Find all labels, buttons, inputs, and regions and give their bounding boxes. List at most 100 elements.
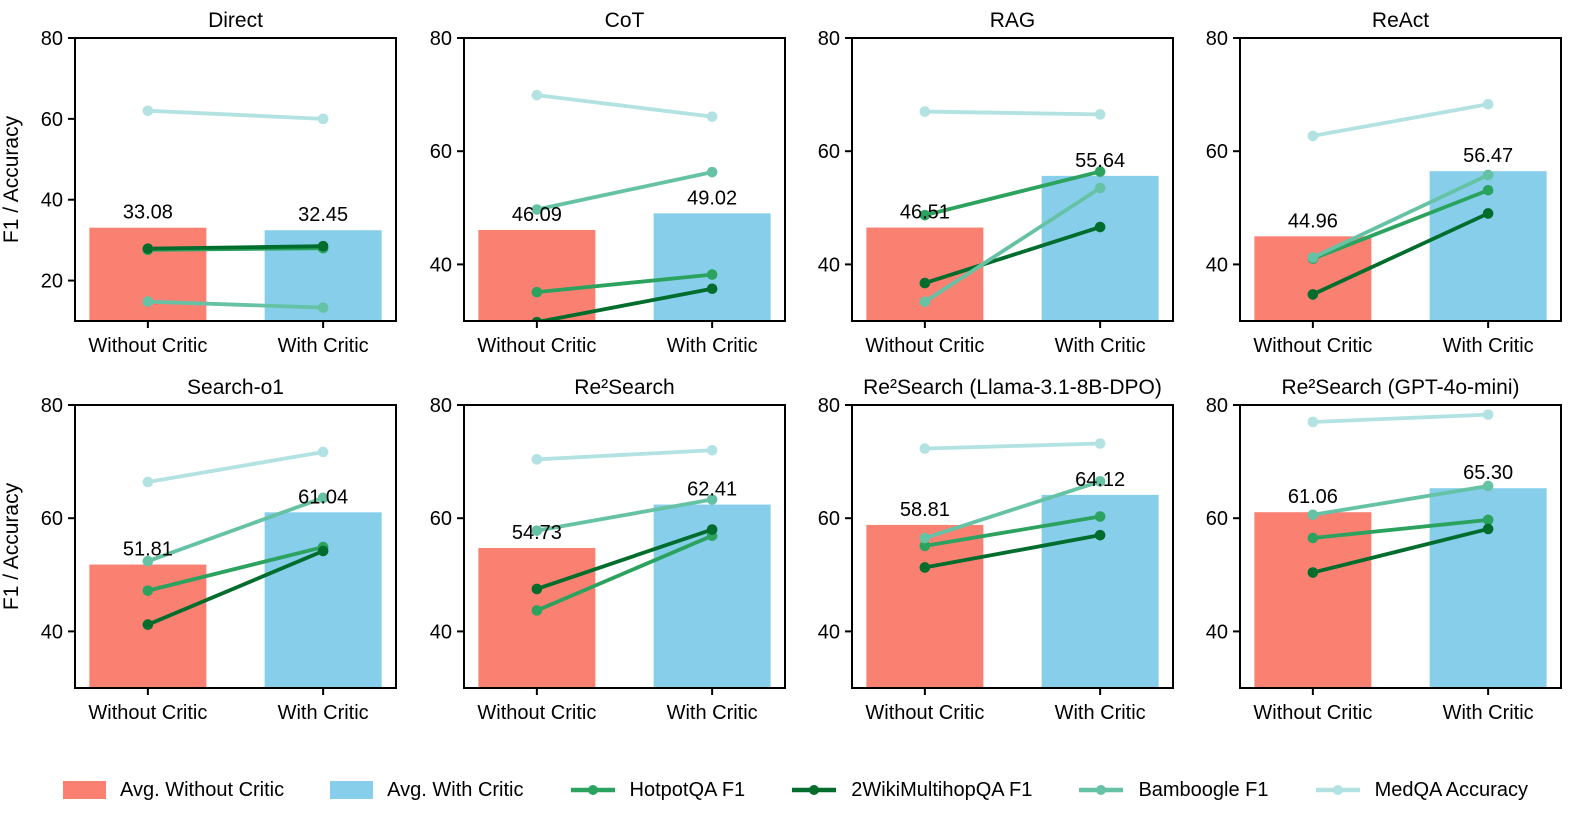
subplot-title: Re²Search (Llama-3.1-8B-DPO) — [863, 376, 1162, 399]
y-tick-label: 40 — [41, 621, 63, 643]
y-tick-label: 40 — [430, 254, 452, 276]
line-hotpotqa-f1 — [924, 514, 1101, 548]
bar-value-label: 51.81 — [123, 539, 173, 561]
y-tick-label: 60 — [1206, 141, 1228, 163]
line-medqa-accuracy — [147, 108, 324, 121]
legend-patch-swatch — [63, 781, 106, 799]
x-tick-label: With Critic — [1443, 335, 1534, 357]
line-medqa-accuracy — [536, 93, 713, 119]
line-2wikimultihopqa-f1 — [536, 286, 713, 321]
line-medqa-accuracy — [924, 441, 1101, 451]
line-2wikimultihopqa-f1 — [924, 533, 1101, 570]
line-2wikimultihopqa-f1 — [1312, 211, 1489, 297]
marker-2wikimultihopqa-f1 — [142, 243, 154, 254]
marker-hotpotqa-f1 — [1482, 184, 1494, 196]
line-bamboogle-f1 — [147, 496, 324, 564]
line-bamboogle-f1 — [536, 170, 713, 212]
marker-hotpotqa-f1 — [531, 286, 543, 298]
subplot-re-search-gpt-4o-mini: 40 60 80 Without Critic With Critic Re²Search… — [1206, 376, 1562, 724]
x-tick-label: Without Critic — [477, 702, 596, 724]
line-hotpotqa-f1 — [536, 533, 713, 613]
marker-2wikimultihopqa-f1 — [1094, 529, 1106, 541]
bar-value-label: 55.64 — [1075, 150, 1125, 172]
subplot-re-search-llama-3-1-8b-dpo: 40 60 80 Without Critic With Critic Re²Search… — [818, 376, 1174, 724]
legend-item-bamboogle-f1: Bamboogle F1 — [1078, 780, 1269, 800]
line-hotpotqa-f1 — [1312, 518, 1489, 540]
axes-frame — [74, 37, 397, 322]
legend-label: HotpotQA F1 — [629, 779, 746, 801]
bar-value-label: 62.41 — [687, 479, 737, 501]
y-tick-label: 60 — [41, 508, 63, 530]
marker-medqa-accuracy — [1094, 109, 1106, 120]
x-tick-label: With Critic — [1055, 702, 1146, 724]
x-tick-label: With Critic — [667, 335, 758, 357]
legend-label: 2WikiMultihopQA F1 — [851, 779, 1033, 801]
marker-medqa-accuracy — [1307, 416, 1319, 428]
y-tick-label: 60 — [41, 109, 63, 131]
legend-item-hotpotqa-f1: HotpotQA F1 — [570, 779, 746, 801]
marker-bamboogle-f1 — [142, 555, 154, 567]
line-bamboogle-f1 — [536, 497, 713, 533]
marker-hotpotqa-f1 — [142, 585, 154, 596]
x-tick-label: With Critic — [278, 702, 369, 724]
marker-2wikimultihopqa-f1 — [1094, 221, 1106, 233]
bar-value-label: 61.06 — [1288, 486, 1338, 508]
marker-medqa-accuracy — [1094, 438, 1106, 449]
legend-label: Avg. Without Critic — [120, 779, 285, 801]
line-hotpotqa-f1 — [147, 545, 324, 593]
bar-without-critic — [1254, 236, 1372, 321]
x-tick-label: With Critic — [667, 702, 758, 724]
marker-medqa-accuracy — [142, 105, 154, 117]
line-2wikimultihopqa-f1 — [147, 244, 324, 251]
subplot-direct: 20 40 60 80 Without Critic With Critic Direct 3… — [0, 9, 397, 357]
y-tick-label: 60 — [818, 508, 840, 530]
marker-hotpotqa-f1 — [1094, 511, 1106, 522]
axes-frame — [851, 37, 1174, 322]
bar-value-label: 49.02 — [687, 187, 737, 209]
line-2wikimultihopqa-f1 — [147, 549, 324, 627]
marker-bamboogle-f1 — [706, 166, 718, 178]
y-tick-label: 60 — [818, 141, 840, 163]
bar-value-label: 64.12 — [1075, 469, 1125, 491]
y-tick-label: 40 — [818, 254, 840, 276]
line-hotpotqa-f1 — [1312, 188, 1489, 261]
marker-2wikimultihopqa-f1 — [1307, 567, 1319, 578]
marker-bamboogle-f1 — [142, 296, 154, 307]
subplot-search-o1: 40 60 80 Without Critic With Critic Search-o1… — [0, 376, 397, 724]
y-tick-label: 80 — [1206, 28, 1228, 50]
marker-medqa-accuracy — [1482, 98, 1494, 110]
marker-bamboogle-f1 — [317, 492, 329, 504]
marker-bamboogle-f1 — [531, 525, 543, 536]
bar-with-critic — [1429, 171, 1547, 321]
marker-bamboogle-f1 — [706, 494, 718, 505]
marker-bamboogle-f1 — [317, 302, 329, 313]
axes-frame — [463, 404, 786, 689]
marker-medqa-accuracy — [531, 454, 543, 465]
marker-2wikimultihopqa-f1 — [919, 277, 931, 289]
legend-item-2wikimultihopqa-f1: 2WikiMultihopQA F1 — [791, 780, 1032, 800]
marker-2wikimultihopqa-f1 — [317, 240, 329, 252]
marker-medqa-accuracy — [919, 443, 931, 454]
line-medqa-accuracy — [536, 448, 713, 462]
marker-2wikimultihopqa-f1 — [1307, 289, 1319, 300]
marker-bamboogle-f1 — [919, 296, 931, 308]
marker-hotpotqa-f1 — [919, 540, 931, 552]
line-medqa-accuracy — [924, 109, 1101, 117]
x-tick-label: Without Critic — [477, 335, 596, 357]
subplot-react: 40 60 80 Without Critic With Critic ReAct 44.9… — [1206, 9, 1562, 357]
marker-medqa-accuracy — [706, 111, 718, 122]
x-tick-label: Without Critic — [88, 702, 207, 724]
bar-value-label: 46.51 — [900, 202, 950, 224]
marker-2wikimultihopqa-f1 — [531, 583, 543, 595]
line-2wikimultihopqa-f1 — [924, 225, 1101, 285]
marker-medqa-accuracy — [531, 89, 543, 101]
subplot-cot: 40 60 80 Without Critic With Critic CoT 46.09 4… — [430, 9, 786, 357]
y-tick-label: 80 — [41, 395, 63, 417]
x-tick-label: Without Critic — [1253, 335, 1372, 357]
legend: Avg. Without Critic Avg. With Critic Hotpo… — [0, 768, 1577, 812]
subplot-title: ReAct — [1372, 9, 1429, 32]
y-tick-label: 40 — [1206, 254, 1228, 276]
marker-bamboogle-f1 — [1482, 169, 1494, 181]
bar-value-label: 54.73 — [512, 522, 562, 544]
line-bamboogle-f1 — [1312, 484, 1489, 517]
